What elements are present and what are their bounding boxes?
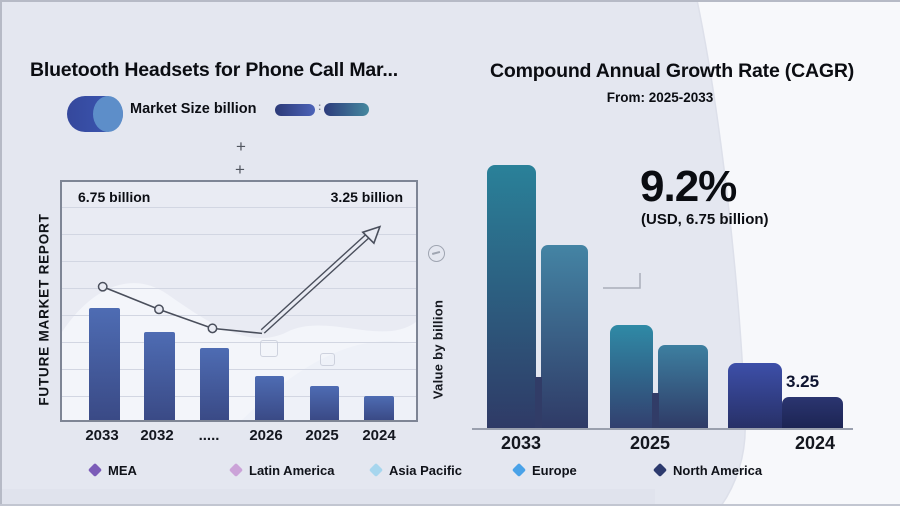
left-bar-2033 <box>89 308 120 420</box>
legend-item-latin-america: Latin America <box>228 462 335 478</box>
right-chart-title: Compound Annual Growth Rate (CAGR) <box>489 60 855 82</box>
legend-diamond-icon <box>652 462 668 478</box>
left-bar-2024 <box>364 396 394 420</box>
annotation-6-75-billion: 6.75 billion <box>78 189 151 205</box>
legend-label: Asia Pacific <box>389 462 462 478</box>
right-x-label-2033: 2033 <box>500 433 542 453</box>
left-chart-panel: 6.75 billion 3.25 billion <box>60 180 418 422</box>
legend-item-europe: Europe <box>511 462 577 478</box>
data-label-3-25: 3.25 <box>786 372 820 391</box>
left-x-label-2033: 2033 <box>85 427 119 444</box>
plus-icon: + <box>236 137 246 156</box>
left-x-label-2026: 2026 <box>249 427 283 444</box>
market-size-label: Market Size billion <box>130 101 257 117</box>
cagr-note: (USD, 6.75 billion) <box>641 211 769 228</box>
gridline <box>62 234 416 235</box>
minus-circle-icon <box>428 245 445 262</box>
bar-2033-a <box>487 165 536 429</box>
bar-merge <box>535 377 542 429</box>
right-chart-baseline <box>472 428 853 430</box>
legend-label: MEA <box>108 462 137 478</box>
gridline <box>62 207 416 208</box>
ghost-document-icon <box>320 353 335 366</box>
pill-separator: : <box>318 102 322 113</box>
future-market-report-watermark: FUTURE MARKET REPORT <box>36 213 52 406</box>
bar-group-2033 <box>487 165 588 429</box>
plus-icon: + <box>235 160 245 179</box>
legend-item-north-america: North America <box>652 462 763 478</box>
bar-2025-b <box>658 345 708 429</box>
left-bar-2025 <box>310 386 339 420</box>
legend-diamond-icon <box>368 462 384 478</box>
left-x-label-.....: ..... <box>198 427 220 444</box>
scale-pill-teal-icon <box>324 103 370 116</box>
right-x-label-2025: 2025 <box>629 433 671 453</box>
value-by-billion-axis-label: Value by billion <box>430 299 446 400</box>
scale-pills: : <box>275 102 370 116</box>
ghost-document-icon <box>260 340 278 357</box>
scale-pill-blue-icon <box>275 103 315 116</box>
cylinder-cap <box>93 96 123 132</box>
left-x-label-2024: 2024 <box>362 427 396 444</box>
legend-item-asia-pacific: Asia Pacific <box>368 462 462 478</box>
gridline <box>62 261 416 262</box>
cagr-value: 9.2% <box>640 162 737 211</box>
legend-diamond-icon <box>511 462 527 478</box>
left-x-label-2025: 2025 <box>305 427 339 444</box>
legend-diamond-icon <box>228 462 244 478</box>
gridline <box>62 342 416 343</box>
legend-diamond-icon <box>87 462 103 478</box>
right-chart-subtitle: From: 2025-2033 <box>606 90 714 105</box>
left-bar-..... <box>200 348 229 420</box>
bar-2024-a <box>728 363 782 429</box>
legend-label: North America <box>673 462 763 478</box>
bar-group-2024 <box>728 363 843 429</box>
left-x-label-2032: 2032 <box>140 427 174 444</box>
gridline <box>62 369 416 370</box>
market-size-cylinder-icon <box>67 96 123 132</box>
left-chart-title: Bluetooth Headsets for Phone Call Mar... <box>30 59 398 81</box>
gridline <box>62 288 416 289</box>
left-bar-2026 <box>255 376 284 420</box>
legend-label: Latin America <box>249 462 335 478</box>
gridline <box>62 396 416 397</box>
right-x-label-2024: 2024 <box>794 433 836 453</box>
bar-2033-b <box>541 245 588 429</box>
bar-2025-a <box>610 325 653 429</box>
annotation-3-25-billion: 3.25 billion <box>330 189 403 205</box>
bar-group-2025 <box>610 325 708 429</box>
bar-merge <box>652 393 659 429</box>
left-bar-2032 <box>144 332 175 420</box>
bar-2024-b <box>782 397 843 429</box>
legend-item-mea: MEA <box>87 462 137 478</box>
step-bracket-decoration <box>603 273 641 289</box>
legend-label: Europe <box>532 462 577 478</box>
